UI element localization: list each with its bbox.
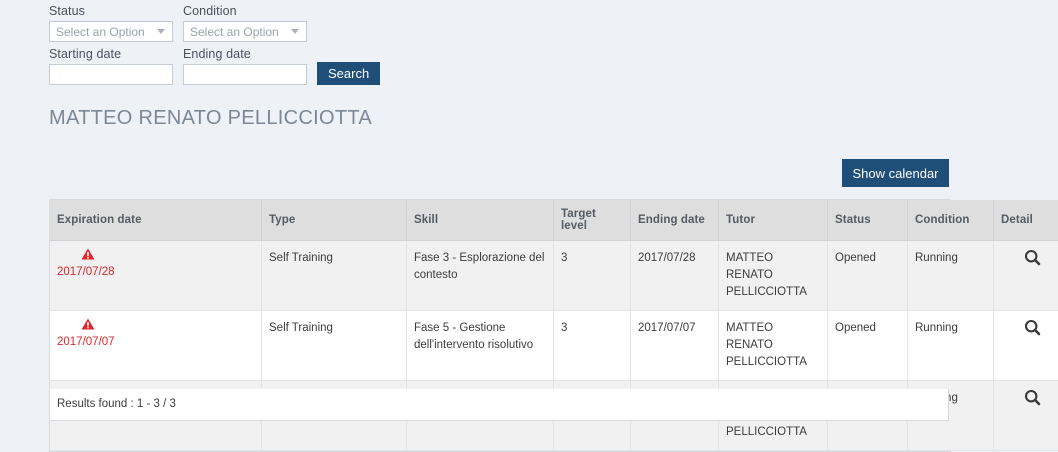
show-calendar-button[interactable]: Show calendar xyxy=(842,159,949,187)
cell-condition: Running xyxy=(908,241,994,311)
magnifier-icon[interactable] xyxy=(1024,319,1041,342)
cell-type: Self Training xyxy=(262,241,407,311)
cell-expiration-date: 2017/07/07 xyxy=(50,311,262,381)
ending-date-label: Ending date xyxy=(183,47,307,62)
cell-tutor: MATTEO RENATO PELLICCIOTTA xyxy=(719,241,828,311)
cell-ending-date: 2017/07/07 xyxy=(631,311,719,381)
table-row: 2017/07/07 Self Training Fase 5 - Gestio… xyxy=(50,311,1058,381)
page-title: MATTEO RENATO PELLICCIOTTA xyxy=(49,107,372,130)
status-select[interactable]: Select an Option xyxy=(49,21,173,42)
column-header-status[interactable]: Status xyxy=(828,200,908,241)
page-root: Status Select an Option Condition Select… xyxy=(0,0,1058,427)
filter-bar: Status Select an Option Condition Select… xyxy=(49,4,969,85)
expiration-date-value: 2017/07/28 xyxy=(57,264,255,281)
condition-select[interactable]: Select an Option xyxy=(183,21,307,42)
condition-field-group: Condition Select an Option xyxy=(183,4,307,42)
status-label: Status xyxy=(49,4,173,19)
cell-detail xyxy=(994,381,1058,451)
status-field-group: Status Select an Option xyxy=(49,4,173,42)
cell-skill: Fase 3 - Esplorazione del contesto xyxy=(407,241,554,311)
cell-expiration-date: 2017/07/28 xyxy=(50,241,262,311)
column-header-expiration-date[interactable]: Expiration date xyxy=(50,200,262,241)
table-row: 2017/07/28 Self Training Fase 3 - Esplor… xyxy=(50,241,1058,311)
filter-row-dates: Starting date Ending date Search xyxy=(49,47,969,85)
starting-date-field-group: Starting date xyxy=(49,47,173,85)
search-button[interactable]: Search xyxy=(317,62,380,85)
cell-ending-date: 2017/07/28 xyxy=(631,241,719,311)
magnifier-icon[interactable] xyxy=(1024,389,1041,412)
starting-date-input[interactable] xyxy=(49,64,173,85)
results-count: Results found : 1 - 3 / 3 xyxy=(49,389,949,421)
ending-date-field-group: Ending date xyxy=(183,47,307,85)
column-header-skill[interactable]: Skill xyxy=(407,200,554,241)
status-select-value: Select an Option xyxy=(56,25,145,39)
column-header-ending-date[interactable]: Ending date xyxy=(631,200,719,241)
filter-row-selects: Status Select an Option Condition Select… xyxy=(49,4,969,42)
column-header-target-level[interactable]: Target level xyxy=(554,200,631,241)
column-header-detail[interactable]: Detail xyxy=(994,200,1058,241)
starting-date-label: Starting date xyxy=(49,47,173,62)
cell-tutor: MATTEO RENATO PELLICCIOTTA xyxy=(719,311,828,381)
condition-label: Condition xyxy=(183,4,307,19)
cell-status: Opened xyxy=(828,311,908,381)
column-header-type[interactable]: Type xyxy=(262,200,407,241)
cell-target-level: 3 xyxy=(554,311,631,381)
warning-triangle-icon xyxy=(81,248,95,260)
chevron-down-icon xyxy=(157,29,165,34)
cell-type: Self Training xyxy=(262,311,407,381)
ending-date-input[interactable] xyxy=(183,64,307,85)
cell-detail xyxy=(994,241,1058,311)
cell-target-level: 3 xyxy=(554,241,631,311)
expiration-date-value: 2017/07/07 xyxy=(57,334,255,351)
cell-skill: Fase 5 - Gestione dell'intervento risolu… xyxy=(407,311,554,381)
cell-condition: Running xyxy=(908,311,994,381)
column-header-condition[interactable]: Condition xyxy=(908,200,994,241)
column-header-tutor[interactable]: Tutor xyxy=(719,200,828,241)
warning-triangle-icon xyxy=(81,318,95,330)
table-head: Expiration date Type Skill Target level … xyxy=(50,200,1058,241)
chevron-down-icon xyxy=(291,29,299,34)
condition-select-value: Select an Option xyxy=(190,25,279,39)
cell-detail xyxy=(994,311,1058,381)
magnifier-icon[interactable] xyxy=(1024,249,1041,272)
table-header-row: Expiration date Type Skill Target level … xyxy=(50,200,1058,241)
cell-status: Opened xyxy=(828,241,908,311)
